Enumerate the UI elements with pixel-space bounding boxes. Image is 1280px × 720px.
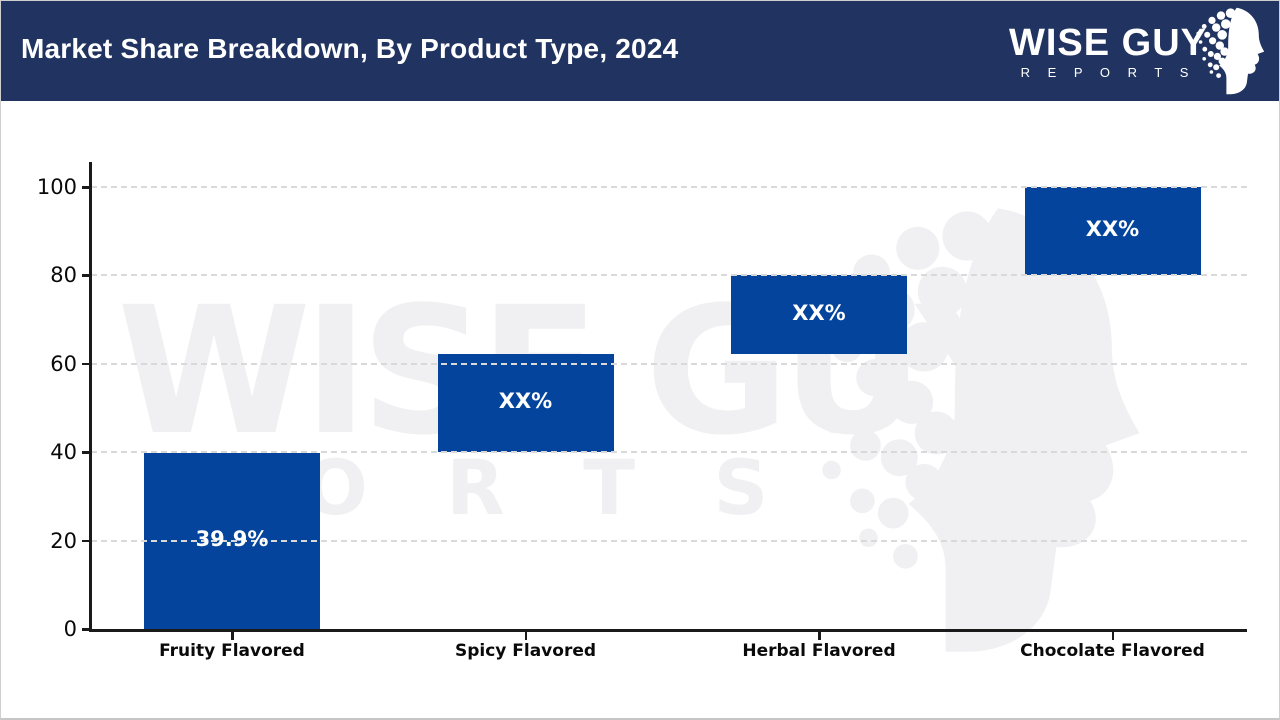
gridline [91,274,1247,277]
gridline [91,539,1247,542]
page-title: Market Share Breakdown, By Product Type,… [21,33,679,64]
y-tick-label: 20 [50,528,77,553]
y-tick-label: 80 [50,263,77,288]
header: Market Share Breakdown, By Product Type,… [1,1,1279,101]
bar-value-label: XX% [498,388,553,413]
y-tick-mark [82,362,91,366]
x-tick-mark [1111,631,1114,640]
y-tick-mark [82,451,91,454]
x-category-label: Herbal Flavored [742,641,896,661]
bar-value-label: XX% [1085,217,1140,242]
x-category-label: Spicy Flavored [454,641,597,661]
logo-subtitle: R E P O R T S [1020,64,1196,80]
gridline [91,362,1247,365]
wiseguy-logo: WISE GUY R E P O R T S [1009,5,1269,97]
y-tick-label: 100 [36,175,77,199]
bar-spicy-flavored [437,353,614,453]
x-tick-mark [818,631,821,640]
x-category-label: Fruity Flavored [159,641,305,661]
logo-wordmark: WISE GUY [1008,21,1207,64]
bar-value-label: XX% [792,300,846,325]
x-axis [89,629,1247,632]
y-tick-label: 0 [63,617,77,641]
x-tick-mark [231,631,234,640]
bar-value-label: 39.9% [195,526,269,551]
bar-chocolate-flavored [1024,187,1201,276]
y-tick-mark [82,628,91,631]
dotted-head-icon [1196,7,1265,95]
y-tick-label: 40 [50,440,77,465]
gridline [91,451,1247,454]
x-category-label: Chocolate Flavored [1020,641,1205,661]
x-tick-mark [524,631,527,640]
gridline [91,186,1247,188]
y-tick-mark [82,274,91,277]
y-tick-mark [82,186,91,189]
y-tick-mark [82,539,91,543]
bar-herbal-flavored [731,275,907,354]
y-tick-label: 60 [50,351,77,376]
y-axis [89,162,92,631]
